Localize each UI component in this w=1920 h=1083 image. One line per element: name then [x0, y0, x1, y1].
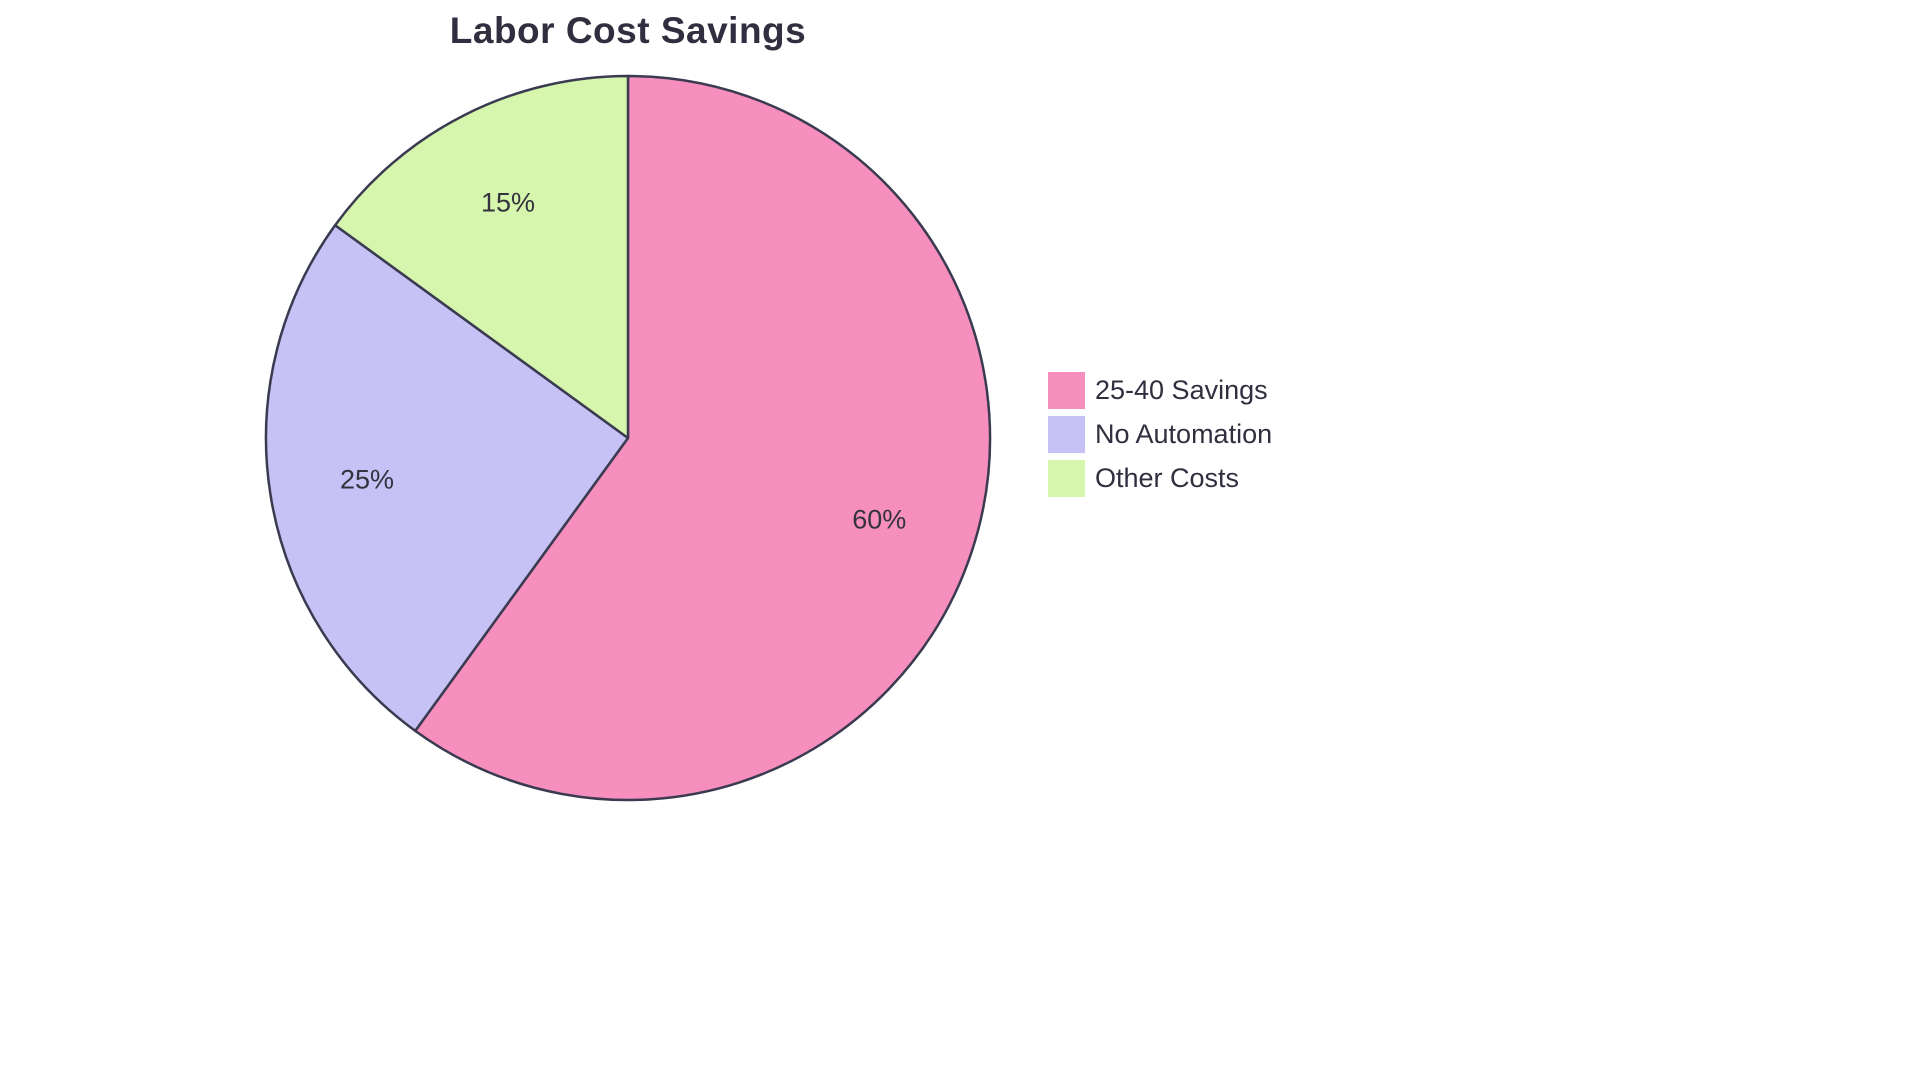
pie-slice-0: [413, 74, 992, 802]
legend-swatch-2: [1048, 460, 1085, 497]
legend-label-1: No Automation: [1095, 419, 1273, 449]
pie-slice-1: [264, 223, 630, 733]
pie-slice-2: [333, 74, 630, 440]
legend-swatch-1: [1048, 416, 1085, 453]
pie-slice-label-1: 25%: [340, 464, 394, 494]
legend-item-2: Other Costs: [1048, 460, 1272, 497]
chart-title: Labor Cost Savings: [449, 10, 807, 51]
legend-item-0: 25-40 Savings: [1048, 372, 1272, 409]
legend: 25-40 Savings No Automation Other Costs: [1048, 372, 1272, 497]
legend-label-2: Other Costs: [1095, 463, 1240, 493]
pie-slice-label-2: 15%: [481, 188, 535, 218]
legend-item-1: No Automation: [1048, 416, 1272, 453]
pie-slice-label-0: 60%: [852, 505, 906, 535]
legend-label-0: 25-40 Savings: [1095, 375, 1268, 405]
legend-swatch-0: [1048, 372, 1085, 409]
